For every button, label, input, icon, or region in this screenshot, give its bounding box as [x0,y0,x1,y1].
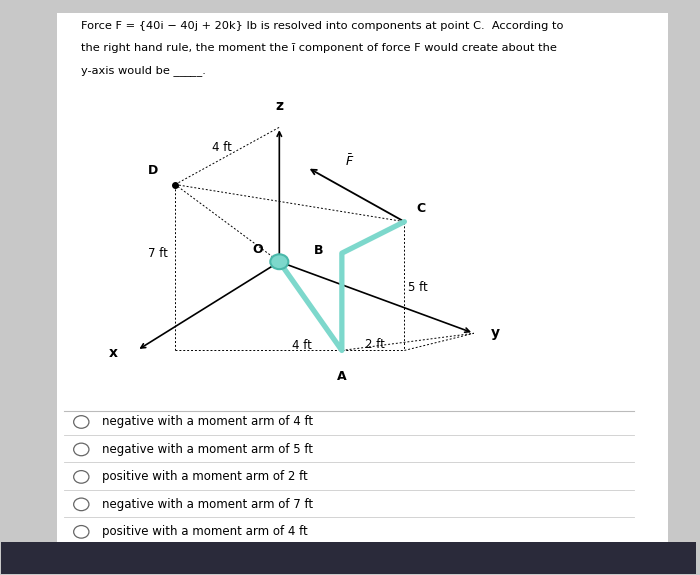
Text: positive with a moment arm of 4 ft: positive with a moment arm of 4 ft [102,526,308,538]
Text: D: D [148,164,158,177]
Text: x: x [109,346,118,361]
Circle shape [270,254,288,269]
Text: B: B [314,244,324,257]
Text: Force F = {40i − 40j + 20k} lb is resolved into components at point C.  Accordin: Force F = {40i − 40j + 20k} lb is resolv… [81,21,564,32]
Text: positive with a moment arm of 2 ft: positive with a moment arm of 2 ft [102,470,308,484]
Text: 4 ft: 4 ft [292,339,312,352]
FancyBboxPatch shape [57,13,668,574]
FancyBboxPatch shape [1,542,696,574]
Text: the right hand rule, the moment the ī component of force F would create about th: the right hand rule, the moment the ī co… [81,43,557,53]
Text: O: O [253,243,263,256]
Text: y: y [491,326,500,340]
Text: $\bar{F}$: $\bar{F}$ [345,154,355,170]
Text: negative with a moment arm of 4 ft: negative with a moment arm of 4 ft [102,416,314,428]
Text: C: C [416,202,426,215]
Text: 2 ft: 2 ft [365,338,385,351]
Text: positive with a moment arm of 5 ft: positive with a moment arm of 5 ft [102,553,308,566]
Text: 5 ft: 5 ft [408,281,428,294]
Text: z: z [275,99,284,113]
Text: negative with a moment arm of 7 ft: negative with a moment arm of 7 ft [102,498,314,511]
Text: A: A [337,370,346,383]
Text: 4 ft: 4 ft [212,141,232,154]
Text: 7 ft: 7 ft [148,247,168,260]
Text: negative with a moment arm of 5 ft: negative with a moment arm of 5 ft [102,443,313,456]
Text: y-axis would be _____.: y-axis would be _____. [81,65,206,76]
